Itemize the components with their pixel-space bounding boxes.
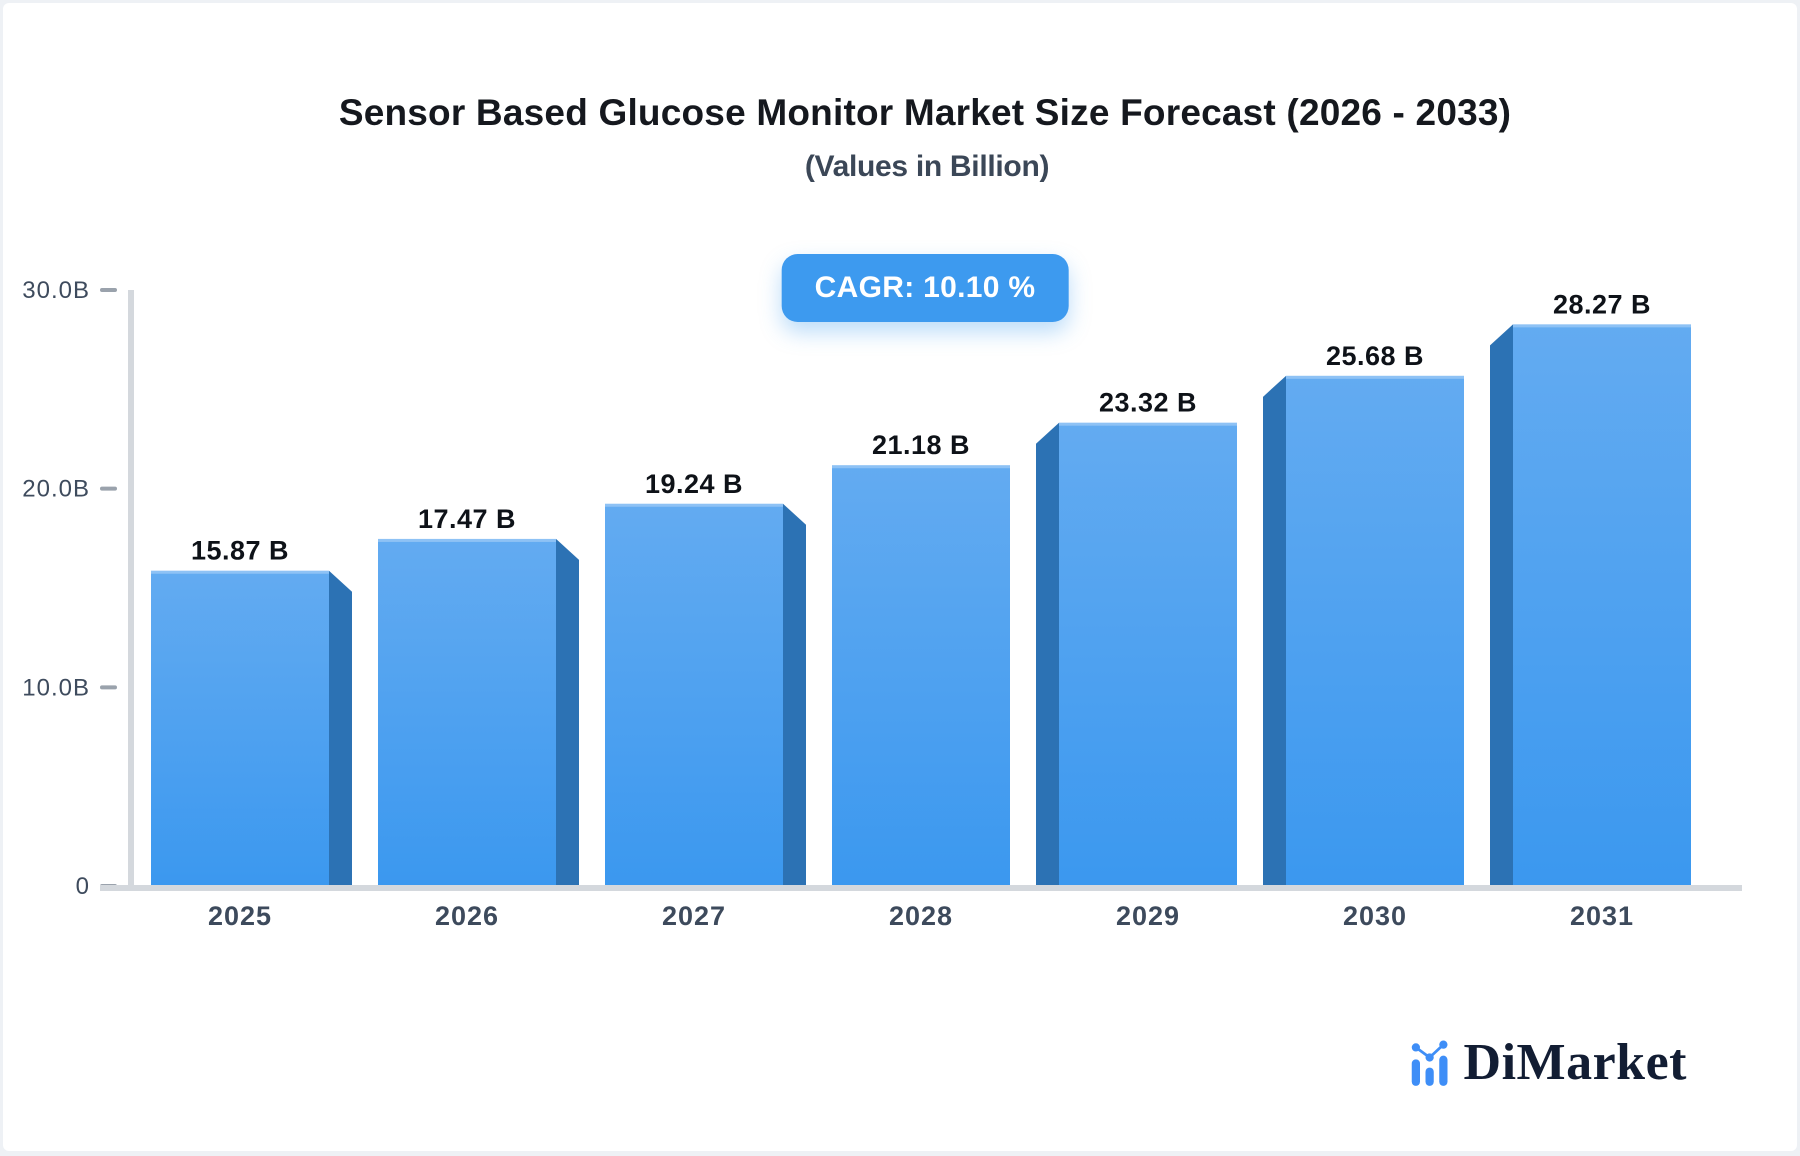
bar-2027 bbox=[605, 503, 783, 885]
bar-value-label: 28.27 B bbox=[1553, 289, 1651, 319]
cagr-badge: CAGR: 10.10 % bbox=[781, 254, 1069, 322]
bar-top-highlight bbox=[832, 465, 1010, 469]
bar-side-2027 bbox=[783, 503, 806, 885]
x-category-label: 2029 bbox=[1116, 901, 1180, 931]
bar-value-label: 17.47 B bbox=[418, 504, 516, 534]
bar-side-2030 bbox=[1263, 375, 1286, 885]
bar-2025 bbox=[151, 570, 329, 885]
x-axis-line bbox=[100, 885, 1742, 891]
chart-title: Sensor Based Glucose Monitor Market Size… bbox=[338, 92, 1512, 133]
chart-subtitle: (Values in Billion) bbox=[804, 150, 1050, 183]
bar-top-highlight bbox=[605, 503, 783, 507]
bar-top-highlight bbox=[1513, 324, 1691, 328]
bar-value-label: 15.87 B bbox=[191, 536, 289, 566]
brand-name: DiMarket bbox=[1463, 1034, 1687, 1092]
bar-value-label: 23.32 B bbox=[1099, 388, 1197, 418]
bar-line-chart-icon bbox=[1411, 1040, 1448, 1086]
bar-2030 bbox=[1286, 375, 1464, 885]
y-tick-label: 20.0B bbox=[22, 476, 90, 503]
bar-2029 bbox=[1059, 422, 1237, 885]
y-tick-mark bbox=[100, 685, 117, 690]
bar-side-2025 bbox=[329, 570, 352, 885]
bar-value-label: 21.18 B bbox=[872, 430, 970, 460]
x-category-label: 2031 bbox=[1570, 901, 1634, 931]
x-category-label: 2027 bbox=[662, 901, 726, 931]
x-category-label: 2025 bbox=[208, 901, 272, 931]
bar-2031 bbox=[1513, 324, 1691, 885]
bar-top-highlight bbox=[1286, 375, 1464, 379]
bar-side-2029 bbox=[1036, 422, 1059, 885]
y-tick-mark bbox=[100, 288, 117, 292]
y-tick-label: 30.0B bbox=[22, 277, 90, 304]
bar-2026 bbox=[378, 538, 556, 885]
bar-2028 bbox=[832, 465, 1010, 885]
x-category-label: 2026 bbox=[435, 901, 499, 931]
bar-top-highlight bbox=[1059, 422, 1237, 426]
x-category-label: 2030 bbox=[1343, 901, 1407, 931]
brand-logo: DiMarket bbox=[1409, 1034, 1687, 1092]
bar-top-highlight bbox=[378, 538, 556, 542]
y-tick-label: 0 bbox=[76, 873, 90, 900]
y-axis-line bbox=[128, 290, 134, 891]
bar-top-highlight bbox=[151, 570, 329, 574]
bar-side-2026 bbox=[556, 538, 579, 885]
bar-value-label: 25.68 B bbox=[1326, 341, 1424, 371]
y-tick-label: 10.0B bbox=[22, 674, 90, 701]
x-category-label: 2028 bbox=[889, 901, 953, 931]
bar-value-label: 19.24 B bbox=[645, 469, 743, 499]
bar-side-2031 bbox=[1490, 324, 1513, 885]
y-tick-mark bbox=[100, 486, 117, 491]
